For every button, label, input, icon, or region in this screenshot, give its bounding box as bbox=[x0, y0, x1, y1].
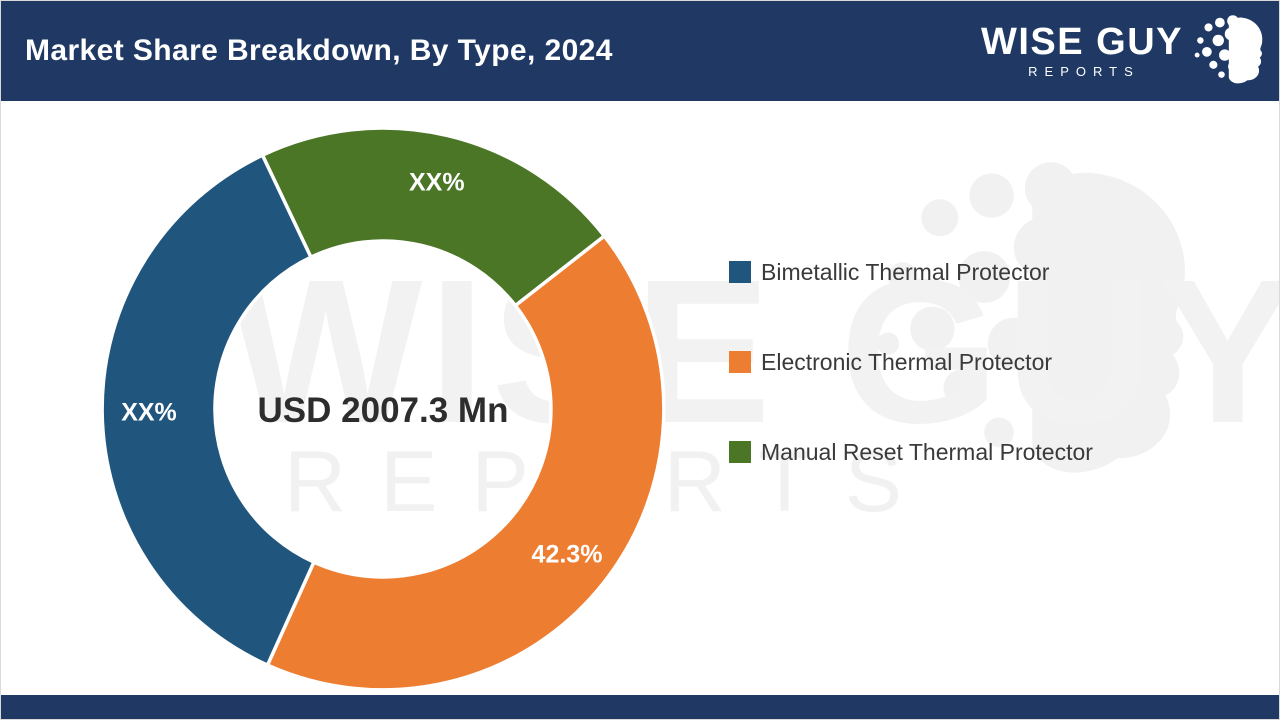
donut-slice-1 bbox=[265, 234, 666, 692]
donut-center-label: USD 2007.3 Mn bbox=[258, 391, 509, 430]
logo-wordmark: WISE GUY bbox=[980, 21, 1183, 63]
donut-slices: XX% 42.3% XX% bbox=[100, 126, 666, 692]
legend-item-electronic: Electronic Thermal Protector bbox=[729, 337, 1093, 387]
legend-swatch-blue-icon bbox=[729, 261, 751, 283]
donut-slice-2 bbox=[260, 126, 607, 308]
legend-swatch-orange-icon bbox=[729, 351, 751, 373]
wise-guy-logo: WISE GUY REPORTS bbox=[981, 14, 1267, 88]
legend-item-bimetallic: Bimetallic Thermal Protector bbox=[729, 247, 1093, 297]
chart-legend: Bimetallic Thermal Protector Electronic … bbox=[729, 247, 1093, 517]
legend-item-manual-reset: Manual Reset Thermal Protector bbox=[729, 427, 1093, 477]
footer-bar bbox=[1, 695, 1279, 719]
donut-slice-0 bbox=[100, 153, 316, 667]
legend-label: Manual Reset Thermal Protector bbox=[761, 438, 1093, 465]
legend-label: Electronic Thermal Protector bbox=[761, 348, 1053, 375]
header-bar: Market Share Breakdown, By Type, 2024 WI… bbox=[1, 1, 1279, 101]
slice-label-0: XX% bbox=[121, 398, 177, 426]
logo-subtitle: REPORTS bbox=[1028, 64, 1140, 79]
legend-swatch-green-icon bbox=[729, 441, 751, 463]
logo-face-icon bbox=[1194, 15, 1263, 84]
legend-label: Bimetallic Thermal Protector bbox=[761, 258, 1050, 285]
slice-label-2: XX% bbox=[409, 168, 465, 196]
page-title: Market Share Breakdown, By Type, 2024 bbox=[25, 34, 613, 67]
slice-label-1: 42.3% bbox=[532, 541, 603, 569]
